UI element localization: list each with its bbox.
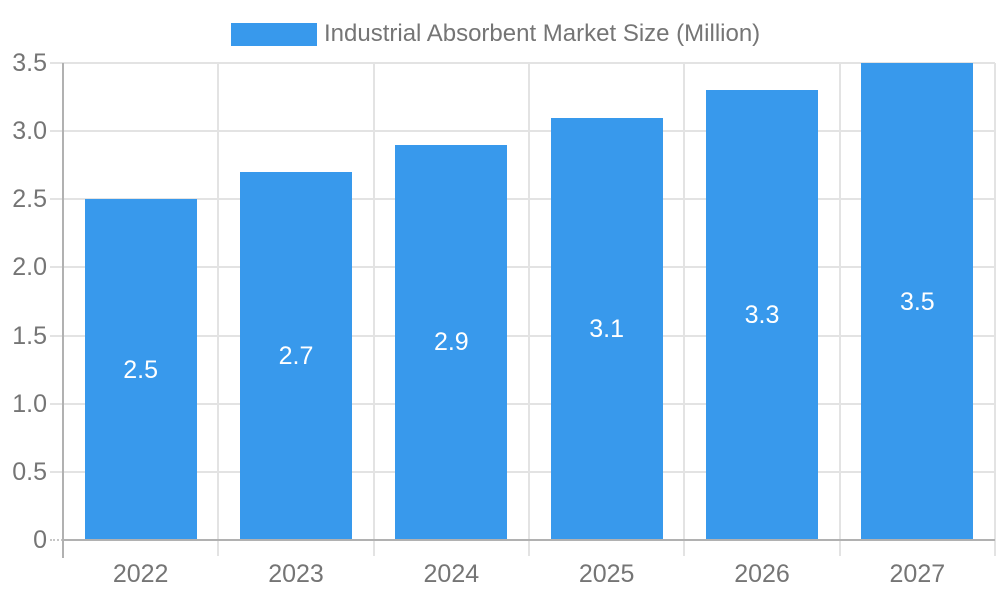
y-gridline (50, 130, 995, 133)
column-boundary-gridline (838, 63, 841, 556)
x-axis-tick-label: 2027 (889, 560, 946, 588)
bar-2024[interactable] (395, 144, 508, 540)
y-axis-line (62, 63, 64, 558)
bar-value-label: 3.5 (899, 287, 935, 316)
legend-label: Industrial Absorbent Market Size (Millio… (324, 20, 761, 47)
column-boundary-gridline (683, 63, 686, 556)
chart-legend: Industrial Absorbent Market Size (Millio… (231, 20, 760, 48)
y-axis-tick-label: 2.5 (12, 185, 47, 214)
x-axis-tick-label: 2023 (268, 560, 324, 588)
y-axis-tick-label: 0.5 (12, 457, 47, 486)
x-axis-tick-label: 2026 (734, 560, 790, 588)
column-boundary-gridline (994, 63, 996, 556)
bar-2026[interactable] (706, 90, 818, 540)
bar-2025[interactable] (550, 117, 663, 540)
y-axis-tick-label: 3.5 (12, 49, 47, 77)
y-axis-tick-label: 0 (33, 526, 47, 554)
y-axis-tick-label: 2.0 (12, 253, 47, 282)
column-boundary-gridline (528, 63, 530, 556)
x-axis-tick-label: 2024 (423, 560, 480, 588)
y-gridline (50, 402, 995, 405)
bar-2022[interactable] (84, 199, 197, 540)
y-gridline (50, 198, 995, 201)
y-axis-tick-label: 3.0 (12, 117, 47, 146)
y-gridline (50, 266, 995, 269)
zero-tick-dotted-line (50, 539, 63, 541)
y-gridline (50, 470, 995, 473)
y-gridline (50, 334, 995, 337)
bar-value-label: 2.7 (278, 342, 314, 370)
column-boundary-gridline (372, 63, 375, 556)
y-axis-tick-label: 1.0 (12, 389, 47, 418)
bar-2027[interactable] (861, 63, 974, 540)
bar-value-label: 3.1 (589, 314, 625, 343)
column-boundary-gridline (217, 63, 220, 556)
y-axis-tick-label: 1.5 (12, 321, 47, 350)
x-axis-tick-label: 2022 (112, 560, 169, 588)
x-axis-line (63, 539, 995, 541)
bar-value-label: 3.3 (744, 301, 780, 330)
legend-swatch-icon (231, 22, 317, 46)
x-axis-tick-label: 2025 (578, 560, 635, 588)
y-gridline (50, 62, 995, 64)
bar-2023[interactable] (240, 172, 352, 540)
bar-value-label: 2.9 (433, 328, 469, 357)
bar-value-label: 2.5 (123, 355, 159, 384)
